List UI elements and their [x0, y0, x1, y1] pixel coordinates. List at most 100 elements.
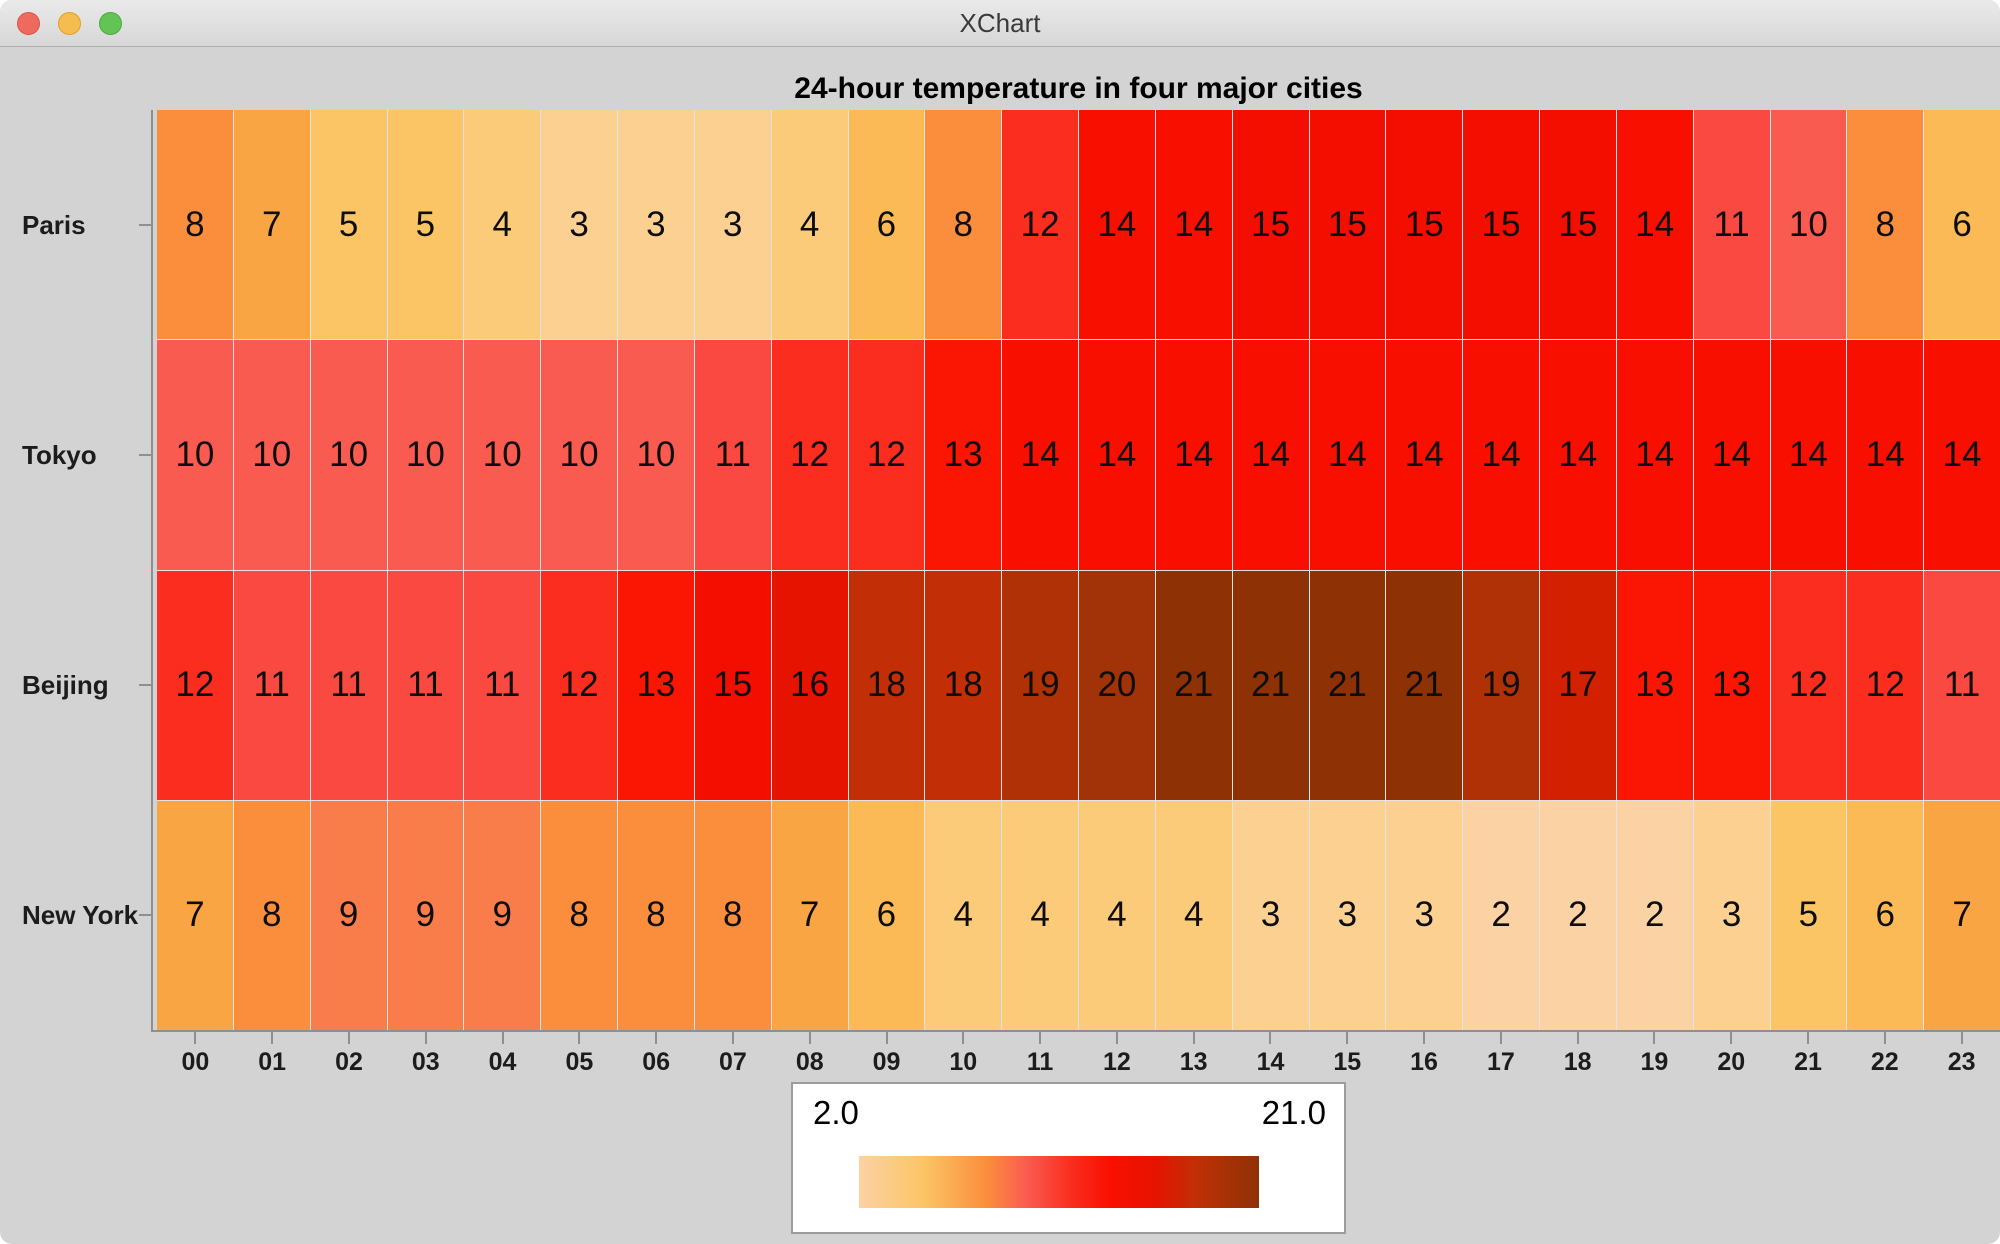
- heatmap-cell: 18: [925, 570, 1002, 800]
- heatmap-cell: 4: [464, 110, 541, 340]
- close-button[interactable]: [17, 12, 40, 35]
- heatmap-cell: 8: [157, 110, 233, 340]
- heatmap-grid: 8 7 5 5 4 3 3 3 4 6 8 12 14 14 15 15 15 15 15 14 11 10 8 6 10 10 1…: [157, 110, 2000, 1030]
- y-axis-tick: [139, 454, 151, 456]
- heatmap-cell: 2: [1540, 800, 1616, 1030]
- heatmap-cell: 15: [1386, 110, 1463, 340]
- heatmap-cell: 15: [1540, 110, 1616, 340]
- heatmap-cell: 10: [387, 340, 464, 570]
- heatmap-cell: 4: [771, 110, 848, 340]
- chart-title: 24-hour temperature in four major cities: [794, 72, 1363, 105]
- heatmap-cell: 8: [694, 800, 771, 1030]
- x-axis-tick: [655, 1032, 658, 1044]
- x-axis-tick: [578, 1032, 581, 1044]
- heatmap-cell: 3: [1232, 800, 1309, 1030]
- x-axis-label: 06: [642, 1048, 671, 1076]
- heatmap-cell: 2: [1616, 800, 1693, 1030]
- x-axis-label: 10: [949, 1048, 978, 1076]
- heatmap-cell: 10: [464, 340, 541, 570]
- y-axis-label: Tokyo: [22, 440, 97, 470]
- legend: 2.0 21.0: [791, 1082, 1346, 1234]
- x-axis-label: 23: [1947, 1048, 1976, 1076]
- heatmap-cell: 9: [387, 800, 464, 1030]
- x-axis-tick: [808, 1032, 811, 1044]
- heatmap-cell: 10: [310, 340, 387, 570]
- x-axis-label: 11: [1026, 1048, 1054, 1076]
- x-axis-label: 16: [1410, 1048, 1438, 1076]
- x-axis-tick: [1730, 1032, 1733, 1044]
- heatmap-cell: 8: [618, 800, 694, 1030]
- x-axis-label: 13: [1179, 1048, 1208, 1076]
- heatmap-cell: 21: [1309, 570, 1386, 800]
- heatmap-cell: 11: [387, 570, 464, 800]
- y-axis-line: [151, 110, 153, 1032]
- x-axis-tick: [962, 1032, 965, 1044]
- heatmap-cell: 18: [848, 570, 925, 800]
- x-axis-tick: [424, 1032, 427, 1044]
- heatmap-cell: 15: [1232, 110, 1309, 340]
- heatmap-cell: 6: [1847, 800, 1924, 1030]
- heatmap-cell: 5: [1770, 800, 1847, 1030]
- heatmap-cell: 11: [694, 340, 771, 570]
- x-axis-label: 20: [1717, 1048, 1746, 1076]
- x-axis-label: 18: [1563, 1048, 1592, 1076]
- heatmap-cell: 13: [925, 340, 1002, 570]
- heatmap-cell: 6: [1924, 110, 2000, 340]
- heatmap-cell: 4: [1079, 800, 1155, 1030]
- y-axis-label: New York: [22, 900, 139, 930]
- x-axis-tick: [1499, 1032, 1502, 1044]
- heatmap-cell: 10: [157, 340, 233, 570]
- legend-gradient-bar: [859, 1156, 1259, 1208]
- heatmap-cell: 14: [1616, 340, 1693, 570]
- minimize-button[interactable]: [58, 12, 81, 35]
- heatmap-cell: 12: [1002, 110, 1078, 340]
- heatmap-cell: 11: [1693, 110, 1770, 340]
- heatmap-cell: 3: [541, 110, 617, 340]
- heatmap-cell: 3: [694, 110, 771, 340]
- x-axis-tick: [731, 1032, 734, 1044]
- legend-max-label: 21.0: [1261, 1094, 1326, 1131]
- heatmap-cell: 14: [1155, 110, 1232, 340]
- x-axis-label: 03: [411, 1048, 440, 1076]
- heatmap-cell: 14: [1309, 340, 1386, 570]
- heatmap-cell: 11: [310, 570, 387, 800]
- heatmap-cell: 4: [925, 800, 1002, 1030]
- x-axis-tick: [1346, 1032, 1349, 1044]
- heatmap-cell: 8: [1847, 110, 1924, 340]
- x-axis-label: 22: [1870, 1048, 1899, 1076]
- heatmap-cell: 8: [233, 800, 310, 1030]
- window-titlebar[interactable]: XChart: [0, 0, 2000, 47]
- x-axis-label: 09: [872, 1048, 901, 1076]
- heatmap-cell: 11: [464, 570, 541, 800]
- heatmap-cell: 7: [1924, 800, 2000, 1030]
- heatmap-cell: 10: [618, 340, 694, 570]
- y-axis-label: Paris: [22, 210, 86, 240]
- y-axis-tick: [139, 224, 151, 226]
- heatmap-cell: 12: [848, 340, 925, 570]
- heatmap-cell: 14: [1924, 340, 2000, 570]
- x-axis-label: 21: [1794, 1048, 1822, 1076]
- heatmap-cell: 14: [1155, 340, 1232, 570]
- heatmap-cell: 20: [1079, 570, 1155, 800]
- heatmap-cell: 12: [541, 570, 617, 800]
- heatmap-cell: 12: [1847, 570, 1924, 800]
- heatmap-cell: 14: [1232, 340, 1309, 570]
- heatmap-cell: 3: [1309, 800, 1386, 1030]
- heatmap-cell: 19: [1463, 570, 1539, 800]
- zoom-button[interactable]: [99, 12, 122, 35]
- heatmap-cell: 14: [1079, 110, 1155, 340]
- heatmap-cell: 7: [157, 800, 233, 1030]
- heatmap-cell: 8: [925, 110, 1002, 340]
- heatmap-cell: 3: [1693, 800, 1770, 1030]
- x-axis-tick: [1960, 1032, 1963, 1044]
- heatmap-cell: 8: [541, 800, 617, 1030]
- heatmap-cell: 7: [771, 800, 848, 1030]
- x-axis-label: 08: [795, 1048, 824, 1076]
- legend-min-label: 2.0: [813, 1094, 859, 1131]
- heatmap-cell: 10: [233, 340, 310, 570]
- heatmap-cell: 16: [771, 570, 848, 800]
- heatmap-cell: 15: [1309, 110, 1386, 340]
- heatmap-cell: 4: [1002, 800, 1078, 1030]
- x-axis-line: [151, 1030, 2000, 1032]
- heatmap-cell: 11: [233, 570, 310, 800]
